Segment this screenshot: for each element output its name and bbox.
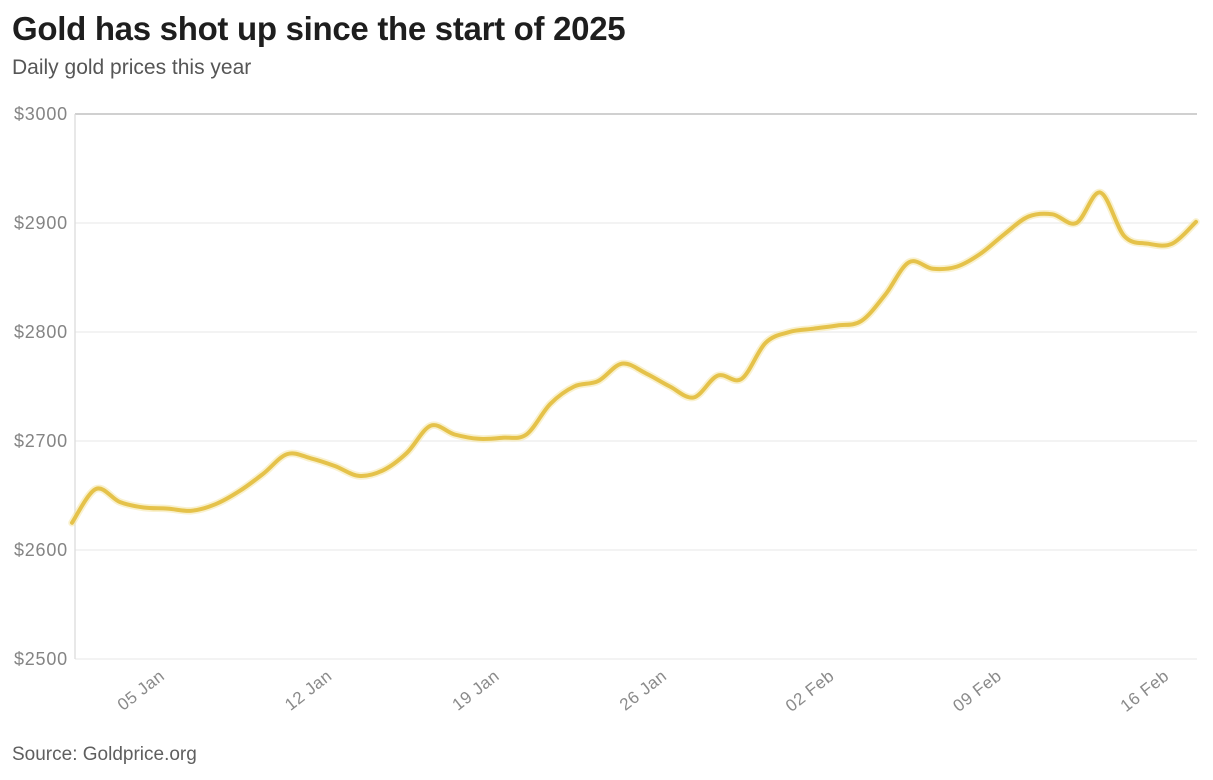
x-axis-label: 26 Jan bbox=[616, 666, 670, 714]
gridlines-group bbox=[74, 113, 1197, 660]
y-axis-label: $2700 bbox=[14, 431, 68, 451]
price-line-group bbox=[68, 188, 1200, 527]
x-axis-labels-group: 05 Jan 12 Jan 19 Jan 26 Jan 02 Feb 09 Feb 16 F… bbox=[114, 666, 1173, 715]
y-axis-label: $2800 bbox=[14, 322, 68, 342]
chart-subtitle: Daily gold prices this year bbox=[12, 56, 252, 79]
gold-price-line-halo bbox=[68, 188, 1200, 527]
x-axis-label: 16 Feb bbox=[1117, 666, 1173, 715]
x-axis-label: 05 Jan bbox=[114, 666, 168, 714]
y-axis-label: $2600 bbox=[14, 540, 68, 560]
y-axis-labels-group: $3000 $2900 $2800 $2700 $2600 $2500 bbox=[14, 104, 68, 669]
y-axis-label: $2900 bbox=[14, 213, 68, 233]
x-axis-label: 02 Feb bbox=[782, 666, 838, 715]
x-axis-label: 09 Feb bbox=[949, 666, 1005, 715]
gold-price-line bbox=[70, 190, 1198, 525]
x-axis-label: 12 Jan bbox=[281, 666, 335, 714]
source-note: Source: Goldprice.org bbox=[12, 744, 197, 765]
x-axis-label: 19 Jan bbox=[449, 666, 503, 714]
y-axis-label: $3000 bbox=[14, 104, 68, 124]
chart-title: Gold has shot up since the start of 2025 bbox=[12, 10, 626, 47]
y-axis-label: $2500 bbox=[14, 649, 68, 669]
